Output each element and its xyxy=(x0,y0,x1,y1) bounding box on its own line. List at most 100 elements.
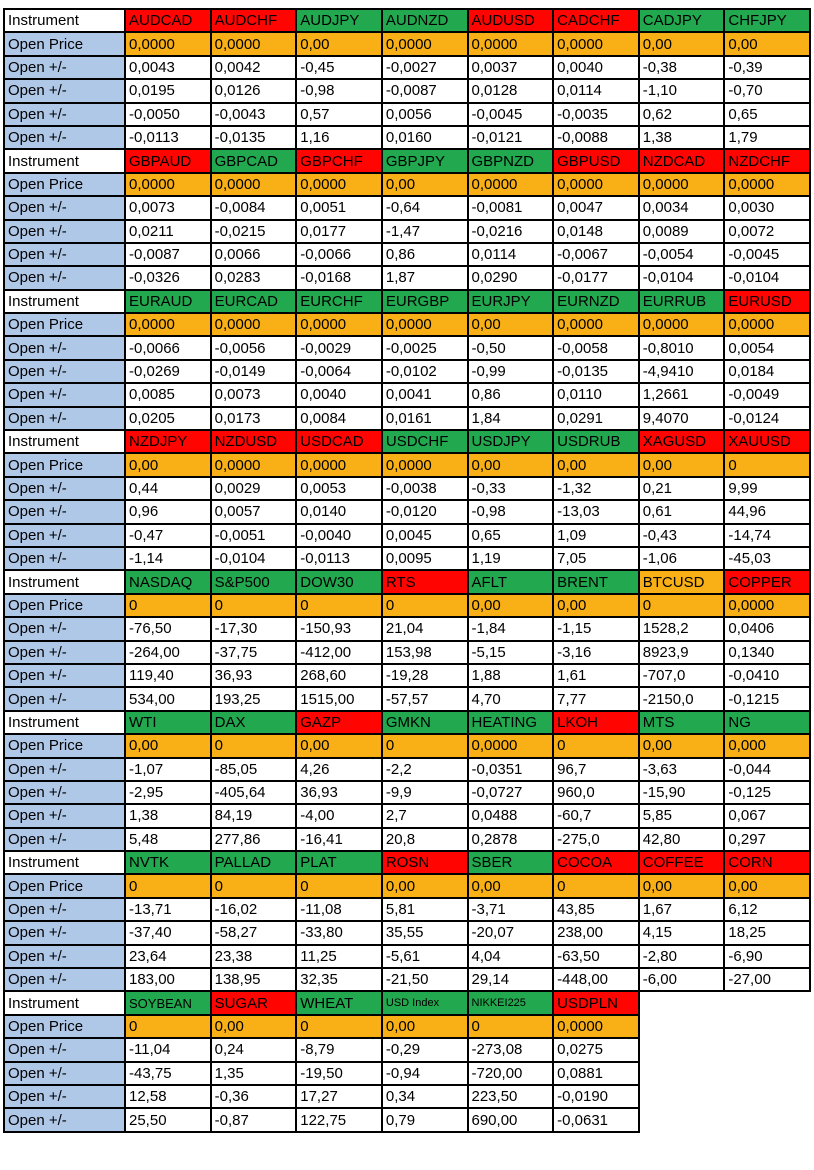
open-price-cell[interactable]: 0,00 xyxy=(637,873,726,899)
open-price-cell[interactable]: 0,0000 xyxy=(466,31,555,57)
open-change-cell[interactable]: -0,0113 xyxy=(124,124,212,151)
instrument-header-cell[interactable]: USDPLN xyxy=(552,990,640,1016)
open-change-cell[interactable]: 0,0291 xyxy=(552,405,640,432)
open-change-cell[interactable]: 0,0195 xyxy=(124,78,212,104)
open-change-cell[interactable]: 1515,00 xyxy=(295,686,383,712)
open-price-cell[interactable]: 0,00 xyxy=(380,873,469,899)
open-change-cell[interactable]: 96,7 xyxy=(552,756,640,782)
open-price-cell[interactable]: 0,0000 xyxy=(124,312,212,338)
open-change-cell[interactable]: -0,0045 xyxy=(466,101,555,127)
open-change-cell[interactable]: 153,98 xyxy=(380,639,469,665)
open-change-cell[interactable]: 6,12 xyxy=(723,896,811,923)
open-change-cell[interactable]: 0,0275 xyxy=(552,1037,640,1063)
instrument-header-cell[interactable]: DOW30 xyxy=(295,569,383,595)
instrument-header-cell[interactable]: NZDCHF xyxy=(723,148,811,174)
open-change-cell[interactable]: -43,75 xyxy=(124,1060,212,1086)
open-change-cell[interactable]: 4,04 xyxy=(466,943,555,970)
open-change-cell[interactable]: -0,0066 xyxy=(124,335,212,361)
open-change-cell[interactable]: 0,0085 xyxy=(124,382,212,408)
row-label-open-change[interactable]: Open +/- xyxy=(3,1060,126,1086)
open-change-cell[interactable]: 84,19 xyxy=(209,803,298,829)
open-change-cell[interactable]: 0,96 xyxy=(124,499,212,525)
open-change-cell[interactable]: 0,0148 xyxy=(552,218,640,244)
open-price-cell[interactable]: 0 xyxy=(552,873,640,899)
row-label-open-change[interactable]: Open +/- xyxy=(3,265,126,291)
open-price-cell[interactable]: 0 xyxy=(380,733,469,759)
open-price-cell[interactable]: 0,0000 xyxy=(124,171,212,198)
open-change-cell[interactable]: -0,0135 xyxy=(209,124,298,151)
open-change-cell[interactable]: -0,0216 xyxy=(466,218,555,244)
open-change-cell[interactable]: 1,87 xyxy=(380,265,469,291)
open-change-cell[interactable]: 29,14 xyxy=(466,966,555,993)
open-price-cell[interactable]: 0 xyxy=(209,592,298,619)
row-label-open-price[interactable]: Open Price xyxy=(3,312,126,338)
open-change-cell[interactable]: -720,00 xyxy=(466,1060,555,1086)
row-label-open-change[interactable]: Open +/- xyxy=(3,195,126,221)
instrument-header-cell[interactable]: RTS xyxy=(380,569,469,595)
open-change-cell[interactable]: 0,1340 xyxy=(723,639,811,665)
open-change-cell[interactable]: -20,07 xyxy=(466,920,555,946)
instrument-header-cell[interactable]: PLAT xyxy=(295,850,383,876)
open-change-cell[interactable]: -13,03 xyxy=(552,499,640,525)
instrument-header-cell[interactable]: CORN xyxy=(723,850,811,876)
row-label-open-change[interactable]: Open +/- xyxy=(3,966,126,993)
open-change-cell[interactable]: 0,0184 xyxy=(723,358,811,385)
open-change-cell[interactable]: -19,50 xyxy=(295,1060,383,1086)
open-change-cell[interactable]: 1,38 xyxy=(637,124,726,151)
open-change-cell[interactable]: -0,0104 xyxy=(209,545,298,572)
instrument-header-cell[interactable]: GBPNZD xyxy=(466,148,555,174)
open-change-cell[interactable]: 1,84 xyxy=(466,405,555,432)
open-price-cell[interactable]: 0,00 xyxy=(552,592,640,619)
open-change-cell[interactable]: -0,0269 xyxy=(124,358,212,385)
instrument-header-cell[interactable]: AUDUSD xyxy=(466,7,555,34)
open-change-cell[interactable]: -2150,0 xyxy=(637,686,726,712)
instrument-header-cell[interactable]: NZDJPY xyxy=(124,429,212,455)
open-change-cell[interactable]: 0,067 xyxy=(723,803,811,829)
open-change-cell[interactable]: 35,55 xyxy=(380,920,469,946)
instrument-header-cell[interactable]: EURNZD xyxy=(552,288,640,315)
open-change-cell[interactable]: 0,0114 xyxy=(466,241,555,268)
row-label-open-change[interactable]: Open +/- xyxy=(3,499,126,525)
open-price-cell[interactable]: 0,0000 xyxy=(209,452,298,478)
open-change-cell[interactable]: -0,39 xyxy=(723,54,811,81)
instrument-header-cell[interactable]: SOYBEAN xyxy=(124,990,212,1016)
open-change-cell[interactable]: 0,0161 xyxy=(380,405,469,432)
open-change-cell[interactable]: -0,94 xyxy=(380,1060,469,1086)
row-label-open-change[interactable]: Open +/- xyxy=(3,54,126,81)
open-change-cell[interactable]: 1,19 xyxy=(466,545,555,572)
instrument-header-cell[interactable]: NZDUSD xyxy=(209,429,298,455)
open-change-cell[interactable]: 1,88 xyxy=(466,662,555,689)
instrument-header-cell[interactable]: EURCAD xyxy=(209,288,298,315)
open-change-cell[interactable]: 0,0041 xyxy=(380,382,469,408)
open-change-cell[interactable]: -0,87 xyxy=(209,1107,298,1133)
open-change-cell[interactable]: 44,96 xyxy=(723,499,811,525)
open-change-cell[interactable]: -21,50 xyxy=(380,966,469,993)
open-change-cell[interactable]: -0,0410 xyxy=(723,662,811,689)
open-change-cell[interactable]: 0,0084 xyxy=(295,405,383,432)
open-change-cell[interactable]: 138,95 xyxy=(209,966,298,993)
open-change-cell[interactable]: 5,85 xyxy=(637,803,726,829)
instrument-header-cell[interactable]: GMKN xyxy=(380,709,469,736)
open-change-cell[interactable]: 238,00 xyxy=(552,920,640,946)
open-change-cell[interactable]: -6,00 xyxy=(637,966,726,993)
instrument-header-cell[interactable]: GBPCAD xyxy=(209,148,298,174)
row-label-open-change[interactable]: Open +/- xyxy=(3,382,126,408)
open-price-cell[interactable]: 0,0000 xyxy=(466,733,555,759)
open-price-cell[interactable]: 0 xyxy=(295,592,383,619)
open-change-cell[interactable]: -4,9410 xyxy=(637,358,726,385)
open-change-cell[interactable]: -0,0025 xyxy=(380,335,469,361)
open-change-cell[interactable]: 23,38 xyxy=(209,943,298,970)
open-change-cell[interactable]: -3,71 xyxy=(466,896,555,923)
open-change-cell[interactable]: 1,38 xyxy=(124,803,212,829)
open-change-cell[interactable]: 0,0040 xyxy=(295,382,383,408)
instrument-header-cell[interactable]: DAX xyxy=(209,709,298,736)
open-change-cell[interactable]: 0,0110 xyxy=(552,382,640,408)
open-change-cell[interactable]: 42,80 xyxy=(637,826,726,853)
open-change-cell[interactable]: -1,14 xyxy=(124,545,212,572)
instrument-header-cell[interactable]: COCOA xyxy=(552,850,640,876)
row-label-open-change[interactable]: Open +/- xyxy=(3,218,126,244)
row-label-open-change[interactable]: Open +/- xyxy=(3,826,126,853)
open-change-cell[interactable]: 0,0881 xyxy=(552,1060,640,1086)
open-change-cell[interactable]: -3,63 xyxy=(637,756,726,782)
open-price-cell[interactable]: 0,00 xyxy=(466,592,555,619)
